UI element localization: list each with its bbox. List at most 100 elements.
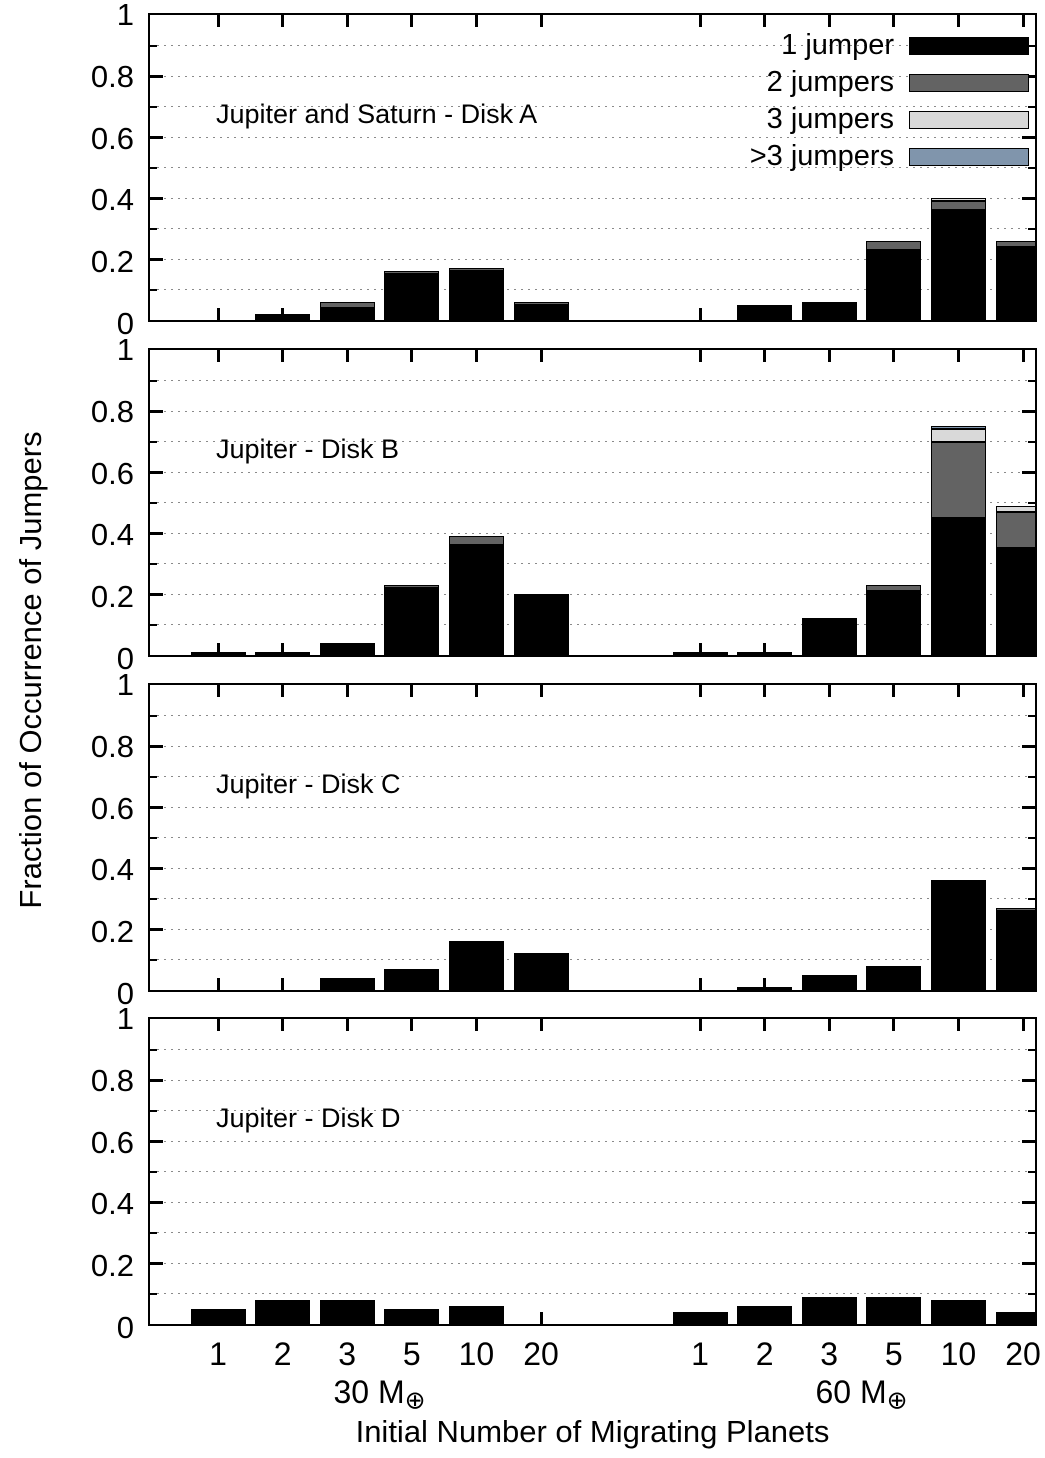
bar-segment-1-jumper (319, 307, 375, 320)
bar-segment-1-jumper (513, 594, 569, 655)
y-tick-mark (150, 897, 157, 900)
x-tick-mark (410, 685, 414, 697)
y-tick-label: 1 (116, 667, 134, 702)
x-tick-mark (539, 15, 543, 27)
y-tick-mark (150, 166, 157, 169)
y-tick-mark (1028, 501, 1035, 504)
x-tick-mark (539, 685, 543, 697)
y-tick-mark (1028, 440, 1035, 443)
gridline (150, 745, 1035, 747)
panel-title: Jupiter - Disk B (216, 434, 400, 464)
y-tick-mark (150, 927, 163, 931)
y-tick-mark (1028, 1048, 1035, 1051)
x-tick-label: 2 (755, 1336, 774, 1372)
x-tick-label: 3 (820, 1336, 839, 1372)
x-tick-mark (763, 643, 767, 655)
y-tick-mark (1022, 470, 1035, 474)
legend-row: 2 jumpers (750, 64, 1029, 101)
x-tick-mark (1021, 350, 1025, 362)
y-tick-mark (150, 744, 163, 748)
y-tick-label: 0.2 (90, 1248, 134, 1284)
x-tick-mark (539, 350, 543, 362)
bar-segment-1-jumper (255, 313, 311, 320)
x-tick-mark (763, 978, 767, 990)
x-tick-label: 3 (338, 1336, 357, 1372)
y-tick-mark (150, 958, 157, 961)
y-tick-label: 0.8 (90, 393, 134, 429)
y-tick-mark (1028, 836, 1035, 839)
gridline (150, 959, 1035, 960)
x-tick-mark (345, 685, 349, 697)
y-tick-mark (1022, 196, 1035, 200)
y-tick-mark (1028, 227, 1035, 230)
mass-group-label-main: 60 M (815, 1374, 887, 1410)
bar-segment-2-jumpers (866, 584, 922, 591)
x-tick-mark (956, 1019, 960, 1031)
bar-segment-2-jumpers (866, 240, 922, 250)
y-tick-mark (150, 1078, 163, 1082)
gridline (150, 45, 1035, 46)
chart-panel-3: Jupiter - Disk C (148, 683, 1037, 992)
bar-segment-1-jumper (448, 271, 504, 320)
y-tick-label: 0 (116, 306, 134, 341)
x-tick-mark (281, 685, 285, 697)
y-tick-label: 0.8 (90, 728, 134, 764)
bar-segment-2-jumpers (513, 301, 569, 305)
bar-segment-3-jumpers (930, 198, 986, 202)
bar-segment-3-jumpers (995, 505, 1035, 512)
bar-segment-1-jumper (995, 246, 1035, 320)
gridline (150, 532, 1035, 534)
x-tick-mark (698, 643, 702, 655)
y-tick-mark (150, 105, 157, 108)
y-tick-mark (150, 805, 163, 809)
y-tick-mark (1028, 775, 1035, 778)
x-tick-label: 10 (940, 1336, 977, 1372)
y-tick-mark (1022, 1078, 1035, 1082)
gridline (150, 1140, 1035, 1142)
gridline (150, 258, 1035, 260)
bar-segment-2-jumpers (995, 240, 1035, 247)
y-tick-mark (150, 1048, 157, 1051)
bar-segment-1-jumper (384, 968, 440, 990)
bar-segment-1-jumper (866, 1296, 922, 1324)
x-tick-label: 1 (209, 1336, 227, 1372)
y-tick-mark (1022, 744, 1035, 748)
y-tick-mark (1028, 1109, 1035, 1112)
y-tick-label: 1 (116, 332, 134, 367)
gridline (150, 136, 1035, 138)
mass-group-label: 30 M⊕ (333, 1374, 425, 1418)
legend-swatch-3-jumpers (909, 147, 1029, 166)
gridline (150, 167, 1035, 168)
y-tick-mark (150, 1231, 157, 1234)
y-tick-label: 0.4 (90, 1186, 134, 1222)
y-tick-label: 0.2 (90, 914, 134, 950)
bar-segment-2-jumpers (995, 511, 1035, 549)
bar-segment-1-jumper (255, 1299, 311, 1324)
bar-segment-1-jumper (384, 1308, 440, 1324)
y-tick-mark (150, 1109, 157, 1112)
x-tick-mark (1021, 1019, 1025, 1031)
x-tick-mark (892, 350, 896, 362)
bar-segment-3-jumpers (930, 429, 986, 442)
x-tick-mark (956, 350, 960, 362)
y-tick-mark (150, 440, 157, 443)
x-tick-mark (216, 308, 220, 320)
bar-segment-1-jumper (513, 304, 569, 320)
x-tick-mark (827, 1019, 831, 1031)
gridline (150, 441, 1035, 442)
x-tick-mark (698, 350, 702, 362)
y-tick-mark (150, 44, 157, 47)
bar-segment-1-jumper (448, 1305, 504, 1324)
bar-segment-1-jumper (866, 965, 922, 990)
legend-row: 3 jumpers (750, 101, 1029, 138)
gridline (150, 715, 1035, 716)
legend-swatch-3-jumpers (909, 110, 1029, 129)
x-tick-mark (539, 1019, 543, 1031)
y-tick-mark (150, 227, 157, 230)
gridline (150, 1201, 1035, 1203)
x-tick-mark (216, 15, 220, 27)
y-tick-mark (150, 74, 163, 78)
y-tick-mark (150, 257, 163, 261)
gridline (150, 1232, 1035, 1233)
